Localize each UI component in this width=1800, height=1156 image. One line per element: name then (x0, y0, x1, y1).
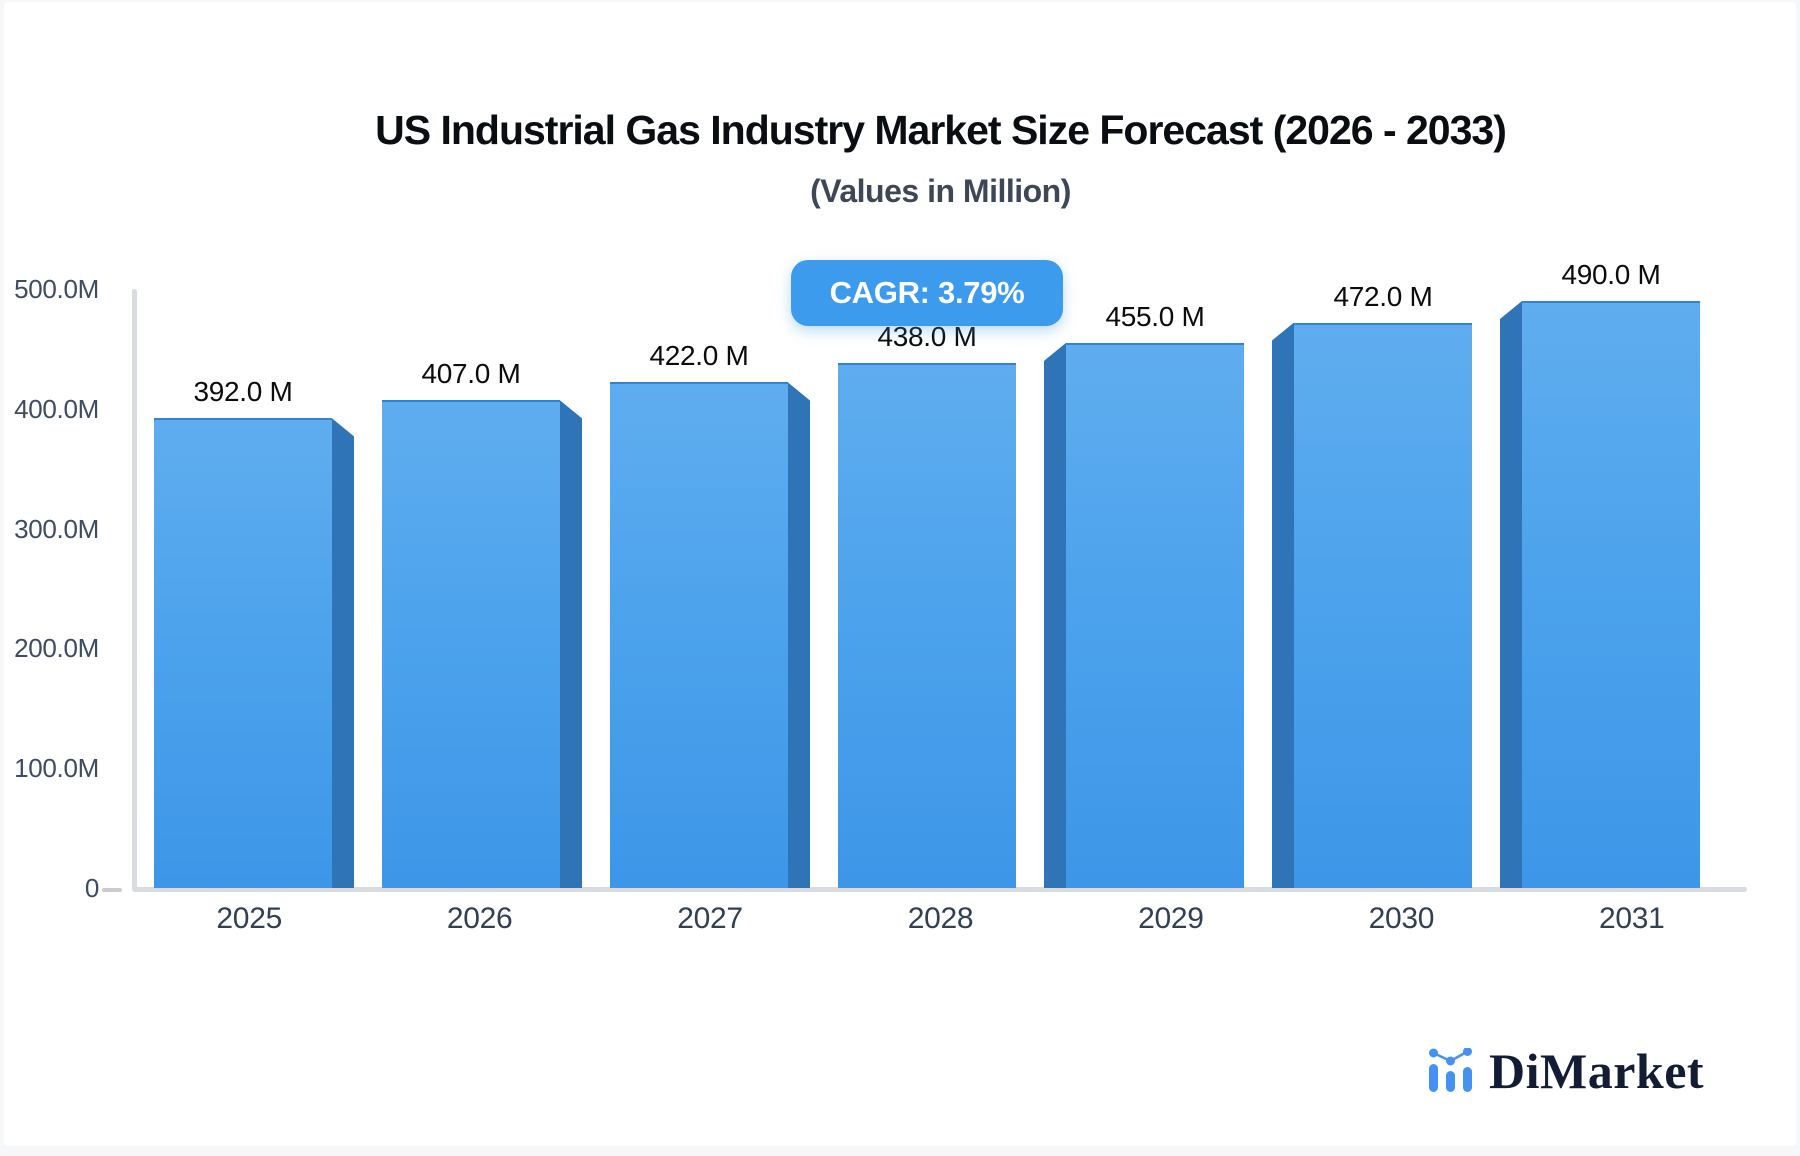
bar-front-face[interactable] (382, 400, 560, 888)
bar-value-label: 455.0 M (1105, 300, 1205, 332)
x-axis-label-2026: 2026 (446, 902, 513, 935)
brand-logo: DiMarket (1428, 1043, 1705, 1099)
x-axis-label-2025: 2025 (216, 902, 282, 935)
x-axis-label-2030: 2030 (1368, 902, 1435, 935)
bar-line-chart-logo-icon (1429, 1048, 1472, 1092)
y-axis-line (132, 289, 137, 890)
x-axis-label-2031: 2031 (1599, 902, 1665, 935)
bar-2028[interactable]: 438.0 M (838, 321, 1016, 888)
bar-side-face (788, 382, 810, 888)
bar-front-face[interactable] (1294, 322, 1472, 888)
x-axis-label-2028: 2028 (907, 902, 974, 935)
x-axis-label-2029: 2029 (1138, 902, 1204, 935)
bar-side-face (560, 400, 582, 888)
bar-value-label: 490.0 M (1561, 258, 1661, 290)
bar-front-face[interactable] (838, 363, 1016, 888)
bar-side-face (1044, 342, 1066, 888)
bar-value-label: 422.0 M (649, 340, 749, 372)
bar-2029[interactable]: 455.0 M (1044, 301, 1244, 888)
bar-2025[interactable]: 392.0 M (154, 376, 354, 888)
x-axis-label-2027: 2027 (677, 902, 743, 935)
chart-subtitle: (Values in Million) (810, 173, 1071, 209)
bar-2027[interactable]: 422.0 M (610, 340, 810, 888)
y-axis-label-100.0m: 100.0M (14, 753, 99, 784)
bar-2030[interactable]: 472.0 M (1272, 281, 1472, 888)
bar-value-label: 407.0 M (421, 358, 521, 390)
bar-side-face (1500, 300, 1522, 888)
cagr-badge: CAGR: 3.79% (791, 260, 1063, 326)
bar-front-face[interactable] (610, 382, 788, 888)
bar-value-label: 438.0 M (877, 321, 977, 353)
y-axis-zero-tick (102, 888, 122, 892)
y-axis-label-500.0m: 500.0M (14, 274, 99, 304)
bar-front-face[interactable] (1066, 342, 1244, 888)
bar-side-face (1272, 322, 1294, 888)
bar-front-face[interactable] (1522, 300, 1700, 888)
bar-value-label: 472.0 M (1333, 280, 1433, 312)
y-axis-label-300.0m: 300.0M (14, 513, 99, 544)
bar-2031[interactable]: 490.0 M (1500, 259, 1700, 888)
bar-2026[interactable]: 407.0 M (382, 358, 582, 888)
y-axis-label-200.0m: 200.0M (14, 633, 99, 664)
y-axis-label-0: 0 (84, 873, 99, 903)
x-axis-baseline (132, 887, 1747, 892)
chart-card: US Industrial Gas Industry Market Size F… (4, 2, 1796, 1146)
brand-name: DiMarket (1489, 1043, 1705, 1099)
chart-title: US Industrial Gas Industry Market Size F… (375, 107, 1507, 153)
y-axis-label-400.0m: 400.0M (14, 393, 99, 424)
bar-value-label: 392.0 M (193, 376, 293, 408)
bar-side-face (332, 418, 354, 888)
bar-front-face[interactable] (154, 418, 332, 888)
